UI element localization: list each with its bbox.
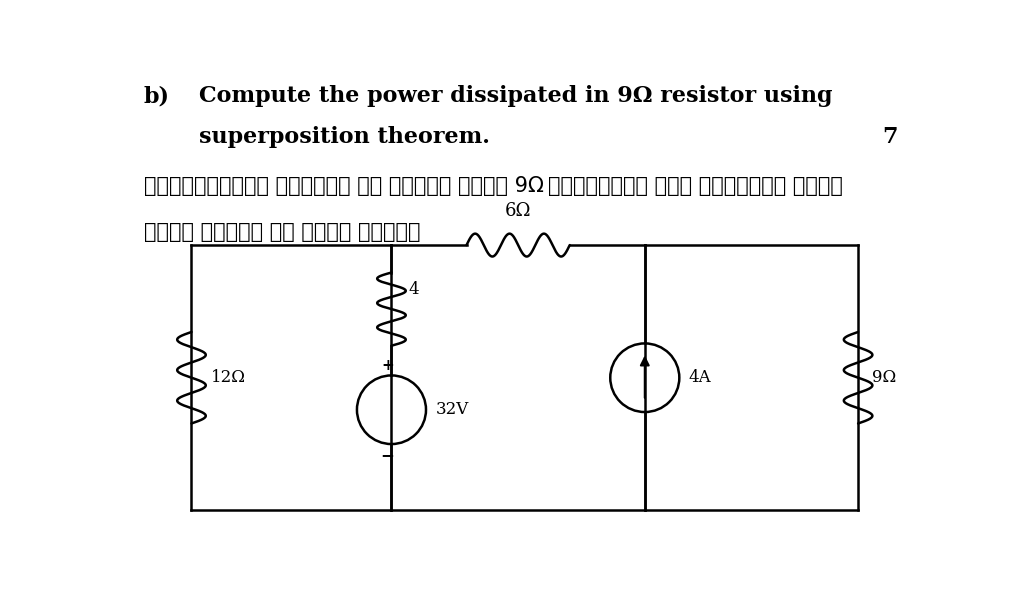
Text: 9Ω: 9Ω bbox=[872, 369, 897, 386]
Text: superposition theorem.: superposition theorem. bbox=[200, 126, 490, 148]
Text: 12Ω: 12Ω bbox=[211, 369, 247, 386]
Text: 4: 4 bbox=[409, 281, 420, 298]
Text: +: + bbox=[381, 358, 394, 373]
Text: 6Ω: 6Ω bbox=[505, 202, 531, 220]
Text: 32V: 32V bbox=[435, 401, 469, 418]
Text: 7: 7 bbox=[883, 126, 898, 148]
Text: Compute the power dissipated in 9Ω resistor using: Compute the power dissipated in 9Ω resis… bbox=[200, 85, 833, 107]
Text: −: − bbox=[381, 446, 394, 465]
Text: 4A: 4A bbox=[689, 369, 712, 386]
Text: b): b) bbox=[143, 85, 170, 107]
Text: सुपरपोजिशन प्रमेय का उपयोग करके 9Ω प्रतिरोध में विलुप्त होने: सुपरपोजिशन प्रमेय का उपयोग करके 9Ω प्रति… bbox=[143, 176, 843, 197]
Text: वाली शक्ति की गणना करें।: वाली शक्ति की गणना करें। bbox=[143, 222, 421, 242]
